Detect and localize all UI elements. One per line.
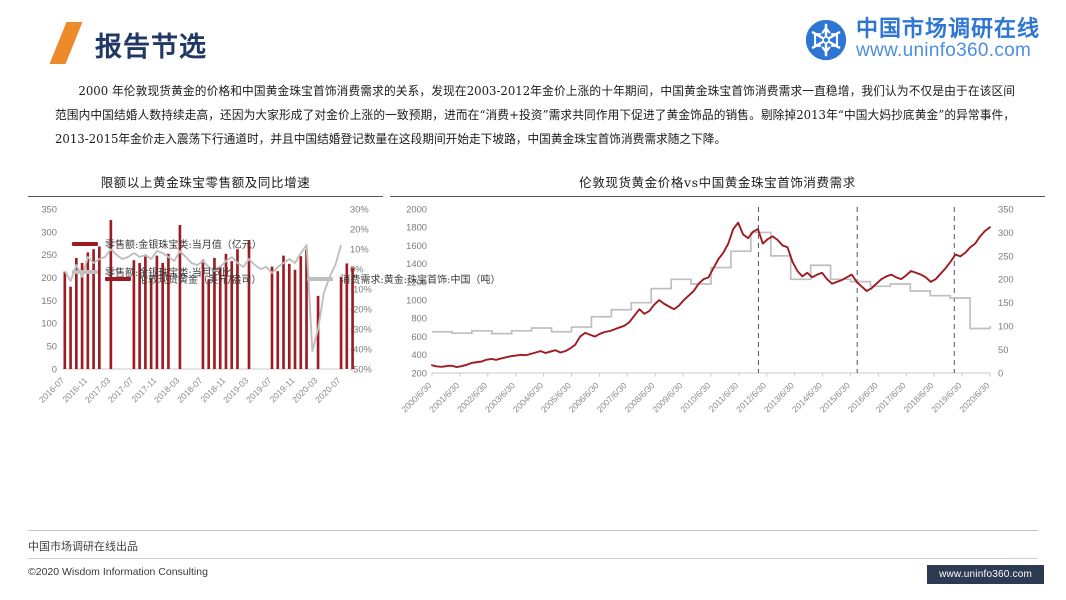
chart-right-svg: 200 400 600 800 1000 1200 1400 1600 1800 2000 0 50 1…	[399, 203, 1014, 414]
chart-right-plot: 200 400 600 800 1000 1200 1400 1600 1800 2000 0 50 1…	[390, 201, 1045, 436]
svg-text:1000: 1000	[406, 295, 427, 306]
footer-url-badge[interactable]: www.uninfo360.com	[927, 565, 1044, 584]
svg-text:0%: 0%	[350, 263, 364, 274]
svg-text:250: 250	[41, 249, 57, 260]
svg-text:350: 350	[998, 203, 1014, 214]
svg-text:150: 150	[998, 297, 1014, 308]
svg-text:2000: 2000	[406, 203, 427, 214]
svg-text:2018-07: 2018-07	[175, 375, 205, 405]
chart-right-title-rule	[390, 196, 1045, 197]
svg-text:10%: 10%	[350, 243, 369, 254]
svg-text:400: 400	[411, 349, 427, 360]
snowflake-logo-icon	[805, 19, 847, 60]
legend-item-retail-value: 零售额:金银珠宝类:当月值（亿元）	[72, 236, 262, 251]
brand-text-block: 中国市场调研在线 www.uninfo360.com	[856, 18, 1040, 61]
svg-text:-30%: -30%	[350, 323, 372, 334]
svg-text:2020-07: 2020-07	[313, 375, 343, 405]
svg-text:200: 200	[411, 367, 427, 378]
svg-text:200: 200	[998, 274, 1014, 285]
svg-text:-10%: -10%	[350, 283, 372, 294]
page-title: 报告节选	[95, 32, 207, 63]
svg-text:250: 250	[998, 250, 1014, 261]
svg-text:20%: 20%	[350, 223, 369, 234]
chart-right-title: 伦敦现货黄金价格vs中国黄金珠宝首饰消费需求	[579, 175, 856, 190]
svg-text:800: 800	[411, 313, 427, 324]
footer-divider	[28, 558, 1038, 559]
svg-text:1200: 1200	[406, 276, 427, 287]
svg-text:1600: 1600	[406, 240, 427, 251]
svg-text:100: 100	[41, 318, 57, 329]
svg-text:200: 200	[41, 272, 57, 283]
legend-item-gold-demand: 消费需求:黄金:珠宝首饰:中国（吨）	[307, 271, 500, 286]
footer-publisher: 中国市场调研在线出品	[28, 540, 138, 553]
svg-text:300: 300	[41, 226, 57, 237]
legend-label-gold-demand: 消费需求:黄金:珠宝首饰:中国（吨）	[340, 275, 501, 286]
svg-text:0: 0	[52, 363, 57, 374]
legend-swatch-gold-demand	[307, 276, 334, 281]
svg-text:2017-07: 2017-07	[106, 375, 136, 405]
svg-text:50: 50	[998, 344, 1008, 355]
svg-text:50: 50	[47, 341, 57, 352]
svg-text:2020/6/30: 2020/6/30	[957, 380, 991, 414]
legend-label-retail-value: 零售额:金银珠宝类:当月值（亿元）	[105, 240, 262, 251]
svg-text:-20%: -20%	[350, 303, 372, 314]
brand-url: www.uninfo360.com	[855, 40, 1032, 62]
svg-text:0: 0	[998, 367, 1003, 378]
svg-text:2019-07: 2019-07	[244, 375, 274, 405]
chart-right-legend: 伦敦现货黄金（美元/盎司） 消费需求:黄金:珠宝首饰:中国（吨）	[105, 271, 500, 286]
brand-block: 中国市场调研在线 www.uninfo360.com	[805, 18, 1040, 61]
svg-text:1400: 1400	[406, 258, 427, 269]
legend-swatch-gold-price	[105, 276, 131, 281]
legend-label-gold-price: 伦敦现货黄金（美元/盎司）	[138, 275, 262, 286]
page-header: 报告节选 中国市场调研在线 www.uninfo360.com	[0, 0, 1066, 78]
footer-copyright: ©2020 Wisdom Information Consulting	[28, 566, 208, 578]
footer-top-rule	[28, 530, 1038, 531]
svg-text:2016-07: 2016-07	[37, 375, 67, 405]
svg-text:300: 300	[998, 227, 1014, 238]
legend-label-retail-yoy: 零售额:金银珠宝类:当月同比	[105, 268, 232, 279]
chart-left-plot: 0 50 100 150 200 250 300 350 -50% -40% -30% -20% -10…	[28, 201, 383, 436]
legend-swatch-bar	[72, 241, 98, 246]
svg-text:-40%: -40%	[350, 343, 372, 354]
chart-left-retail-sales: 限额以上黄金珠宝零售额及同比增速 0 50 100 150 200 250 300 350 -5…	[28, 172, 383, 462]
chart-right-gold-price: 伦敦现货黄金价格vs中国黄金珠宝首饰消费需求 200 400 600 800 1000 1…	[390, 172, 1045, 462]
accent-slash-decoration	[49, 22, 83, 64]
legend-item-gold-price: 伦敦现货黄金（美元/盎司）	[105, 271, 261, 286]
chart-left-legend: 零售额:金银珠宝类:当月值（亿元） 零售额:金银珠宝类:当月同比	[72, 236, 262, 279]
svg-text:150: 150	[41, 295, 57, 306]
svg-text:1800: 1800	[406, 222, 427, 233]
legend-item-retail-yoy: 零售额:金银珠宝类:当月同比	[72, 264, 262, 279]
svg-text:-50%: -50%	[350, 363, 372, 374]
svg-text:600: 600	[411, 331, 427, 342]
chart-left-title: 限额以上黄金珠宝零售额及同比增速	[100, 175, 311, 190]
svg-text:100: 100	[998, 321, 1014, 332]
svg-text:30%: 30%	[350, 203, 369, 214]
intro-paragraph: 2000 年伦敦现货黄金的价格和中国黄金珠宝首饰消费需求的关系，发现在2003-…	[55, 84, 1015, 146]
chart-left-title-rule	[28, 196, 383, 197]
legend-swatch-line	[72, 269, 98, 274]
brand-name-cn: 中国市场调研在线	[855, 17, 1040, 42]
svg-text:2010/6/30: 2010/6/30	[678, 380, 712, 414]
svg-text:350: 350	[41, 203, 57, 214]
chart-left-svg: 0 50 100 150 200 250 300 350 -50% -40% -30% -20% -10…	[37, 203, 372, 405]
